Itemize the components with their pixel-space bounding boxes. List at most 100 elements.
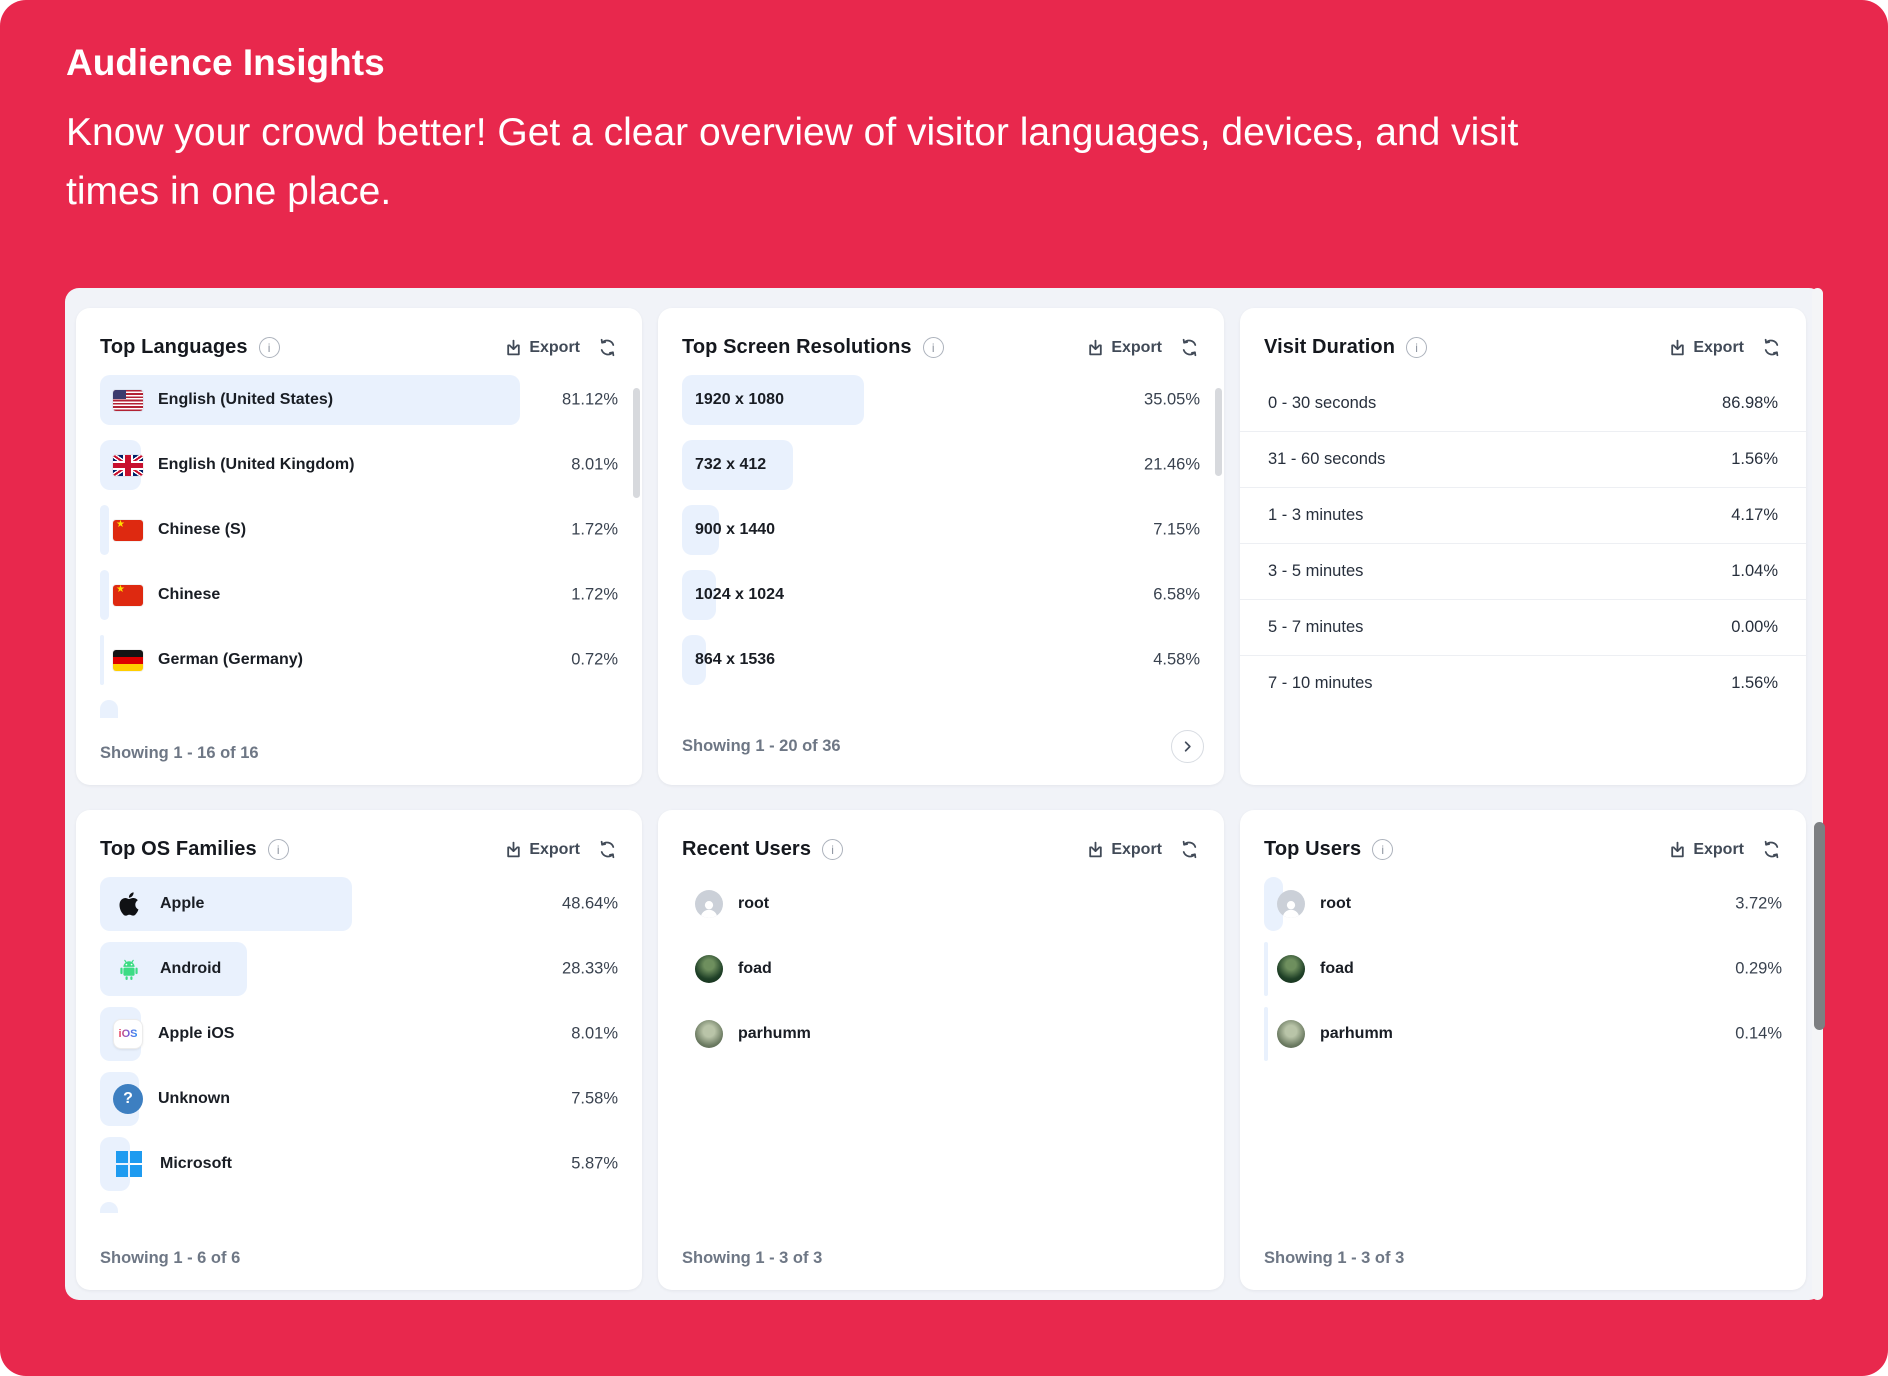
language-label: Chinese	[158, 586, 221, 603]
refresh-button[interactable]	[1761, 337, 1782, 358]
duration-label: 7 - 10 minutes	[1268, 674, 1373, 692]
resolution-list: 1920 x 1080 35.05% 732 x 412 21.46% 900 …	[658, 373, 1224, 718]
refresh-button[interactable]	[1761, 839, 1782, 860]
user-row[interactable]: root	[682, 877, 1200, 931]
card-scrollbar-thumb[interactable]	[633, 388, 640, 498]
language-list: English (United States) 81.12% English (…	[76, 373, 642, 718]
microsoft-icon	[113, 1148, 145, 1180]
percentage-bar	[682, 375, 864, 425]
info-icon[interactable]	[267, 839, 289, 860]
refresh-icon	[600, 338, 615, 357]
resolution-label: 1024 x 1024	[695, 586, 784, 603]
top-users-card: Top Users Export	[1240, 810, 1806, 1290]
export-button[interactable]: Export	[505, 841, 580, 859]
duration-row[interactable]: 1 - 3 minutes 4.17%	[1240, 487, 1806, 543]
pagination-status: Showing 1 - 6 of 6	[100, 1249, 241, 1267]
resolution-row[interactable]: 1920 x 1080 35.05%	[682, 375, 1200, 425]
page-scrollbar-track[interactable]	[1812, 288, 1823, 1300]
language-percentage: 81.12%	[562, 390, 618, 409]
duration-label: 3 - 5 minutes	[1268, 562, 1364, 580]
duration-percentage: 86.98%	[1722, 393, 1778, 412]
resolution-row[interactable]: 1024 x 1024 6.58%	[682, 570, 1200, 620]
language-row[interactable]: Chinese 1.72%	[100, 570, 618, 620]
page-subtitle: Know your crowd better! Get a clear over…	[66, 111, 1519, 214]
os-row[interactable]: ? Unknown 7.58%	[100, 1072, 618, 1126]
info-icon[interactable]	[1372, 839, 1394, 860]
top-os-families-card: Top OS Families Export	[76, 810, 642, 1290]
duration-row[interactable]: 7 - 10 minutes 1.56%	[1240, 655, 1806, 711]
language-label: German (Germany)	[158, 651, 303, 668]
language-label: Chinese (S)	[158, 521, 247, 538]
language-row[interactable]: English (United States) 81.12%	[100, 375, 618, 425]
percentage-bar	[100, 877, 352, 931]
pagination-status: Showing 1 - 20 of 36	[682, 737, 841, 755]
export-button[interactable]: Export	[1087, 841, 1162, 859]
os-percentage: 5.87%	[571, 1154, 618, 1173]
next-page-button[interactable]	[1171, 730, 1204, 763]
os-row[interactable]: Android 28.33%	[100, 942, 618, 996]
export-button[interactable]: Export	[1669, 841, 1744, 859]
refresh-button[interactable]	[1179, 337, 1200, 358]
user-row[interactable]: foad	[682, 942, 1200, 996]
duration-row[interactable]: 31 - 60 seconds 1.56%	[1240, 431, 1806, 487]
us-flag-icon	[113, 389, 143, 411]
export-button[interactable]: Export	[505, 339, 580, 357]
language-row[interactable]: German (Germany) 0.72%	[100, 635, 618, 685]
card-scrollbar-thumb[interactable]	[1215, 388, 1222, 476]
refresh-button[interactable]	[597, 839, 618, 860]
export-button[interactable]: Export	[1087, 339, 1162, 357]
page-scrollbar-thumb[interactable]	[1814, 822, 1825, 1030]
export-button[interactable]: Export	[1669, 339, 1744, 357]
resolution-row[interactable]: 864 x 1536 4.58%	[682, 635, 1200, 685]
avatar-root	[695, 890, 723, 918]
top-screen-resolutions-card: Top Screen Resolutions Export	[658, 308, 1224, 785]
percentage-bar	[682, 440, 794, 490]
card-title: Visit Duration	[1264, 336, 1396, 358]
os-row[interactable]: iOS Apple iOS 8.01%	[100, 1007, 618, 1061]
download-icon	[1089, 841, 1103, 858]
percentage-bar	[682, 570, 717, 620]
refresh-button[interactable]	[1179, 839, 1200, 860]
export-label: Export	[1693, 338, 1744, 356]
download-icon	[1671, 339, 1685, 356]
info-icon[interactable]	[1406, 337, 1428, 358]
user-row[interactable]: root 3.72%	[1264, 877, 1782, 931]
user-name: root	[738, 895, 770, 912]
user-row[interactable]: foad 0.29%	[1264, 942, 1782, 996]
duration-percentage: 1.56%	[1731, 674, 1778, 692]
user-name: foad	[1320, 960, 1354, 977]
resolution-row[interactable]: 900 x 1440 7.15%	[682, 505, 1200, 555]
duration-row[interactable]: 5 - 7 minutes 0.00%	[1240, 599, 1806, 655]
resolution-percentage: 7.15%	[1153, 520, 1200, 539]
duration-row[interactable]: 3 - 5 minutes 1.04%	[1240, 543, 1806, 599]
avatar-foad	[1277, 955, 1305, 983]
os-percentage: 48.64%	[562, 894, 618, 913]
user-name: parhumm	[1320, 1025, 1393, 1042]
user-row[interactable]: parhumm 0.14%	[1264, 1007, 1782, 1061]
page-title: Audience Insights	[66, 42, 385, 83]
card-title: Recent Users	[682, 838, 812, 860]
duration-label: 5 - 7 minutes	[1268, 618, 1364, 636]
duration-row[interactable]: 0 - 30 seconds 86.98%	[1240, 375, 1806, 431]
language-row[interactable]: Chinese (S) 1.72%	[100, 505, 618, 555]
page-header: Audience Insights Know your crowd better…	[0, 0, 1888, 222]
dashboard-content: Top Languages Export	[65, 288, 1823, 1300]
duration-percentage: 1.04%	[1731, 562, 1778, 580]
percentage-bar	[100, 505, 109, 555]
card-title: Top Languages	[100, 336, 248, 358]
pagination-status: Showing 1 - 3 of 3	[682, 1249, 823, 1267]
info-icon[interactable]	[258, 337, 280, 358]
user-row[interactable]: parhumm	[682, 1007, 1200, 1061]
language-label: English (United States)	[158, 391, 334, 408]
os-row[interactable]: Apple 48.64%	[100, 877, 618, 931]
info-icon[interactable]	[922, 337, 944, 358]
percentage-bar	[100, 570, 109, 620]
resolution-row[interactable]: 732 x 412 21.46%	[682, 440, 1200, 490]
os-percentage: 28.33%	[562, 959, 618, 978]
os-label: Apple	[160, 895, 205, 912]
refresh-button[interactable]	[597, 337, 618, 358]
info-icon[interactable]	[822, 839, 844, 860]
os-row-clipped	[100, 1202, 618, 1213]
os-row[interactable]: Microsoft 5.87%	[100, 1137, 618, 1191]
language-row[interactable]: English (United Kingdom) 8.01%	[100, 440, 618, 490]
